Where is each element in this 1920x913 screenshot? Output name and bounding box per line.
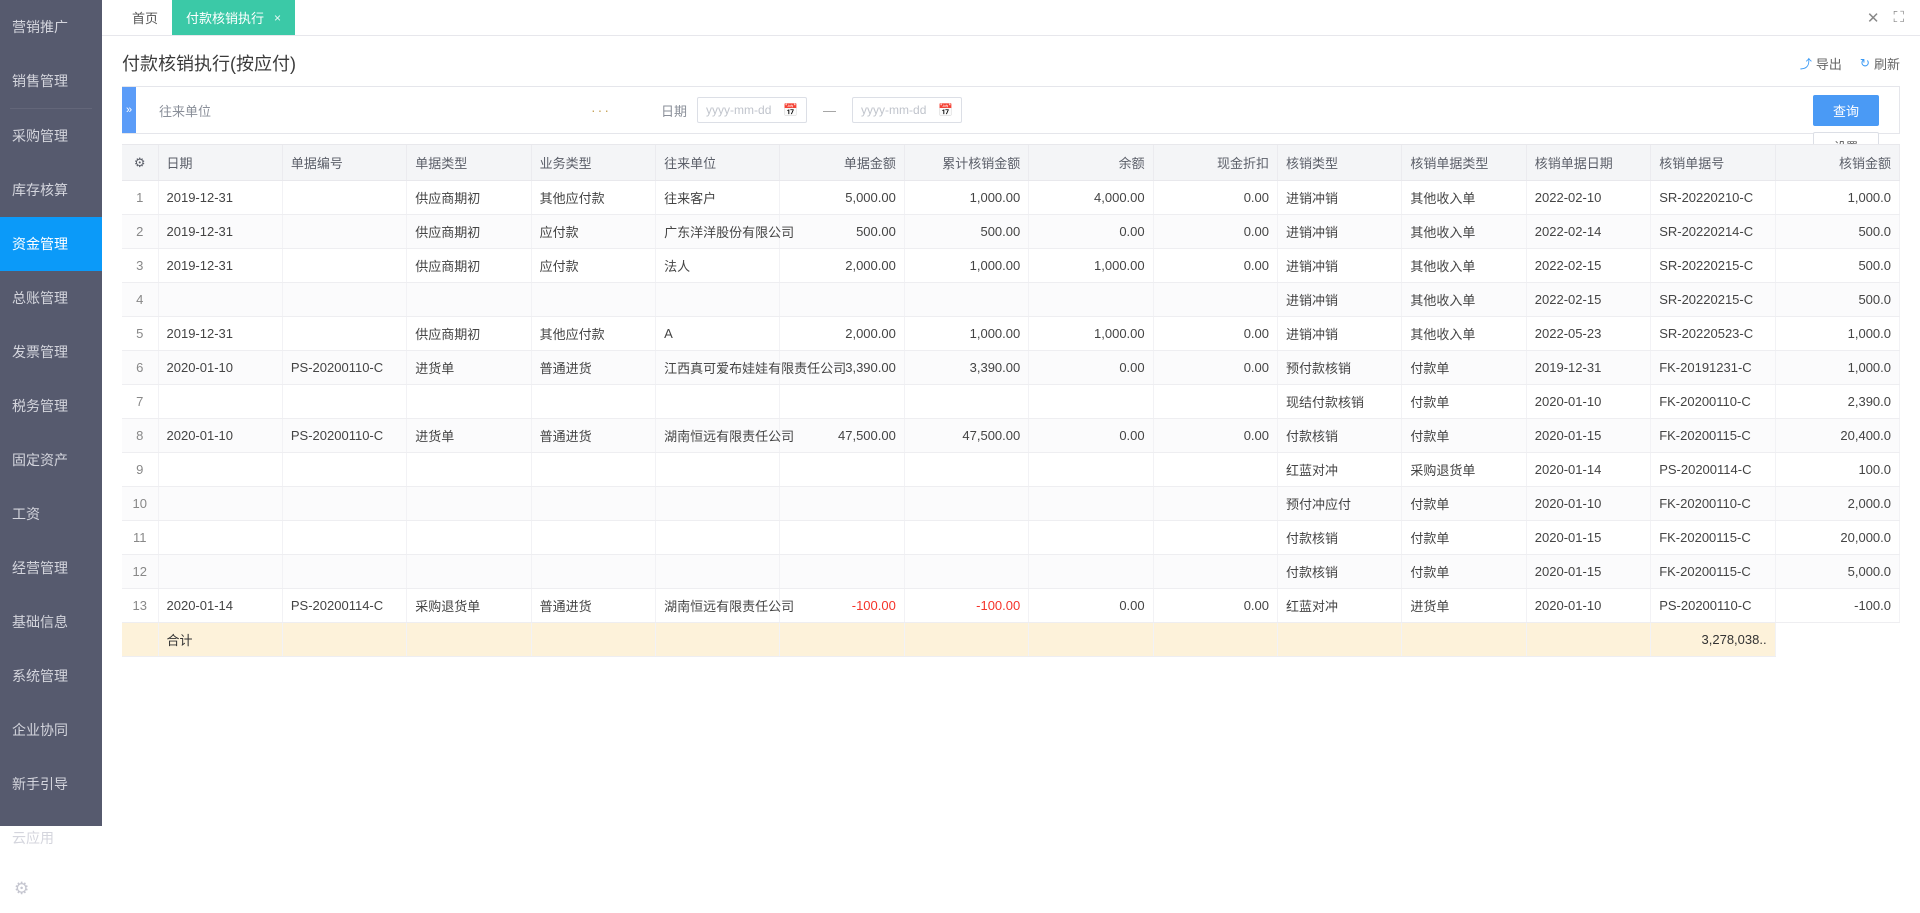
sidebar-item-8[interactable]: 固定资产 bbox=[0, 433, 102, 487]
doc-number-link[interactable]: PS-20200110-C bbox=[1659, 598, 1751, 613]
more-options-icon[interactable]: ··· bbox=[591, 102, 611, 118]
doc-number-link[interactable]: PS-20200114-C bbox=[1659, 462, 1751, 477]
calendar-icon-from[interactable]: 📅 bbox=[783, 103, 798, 117]
date-filter-group: 日期 yyyy-mm-dd 📅 — yyyy-mm-dd 📅 bbox=[661, 97, 962, 123]
col-header-verifydate[interactable]: 核销单据日期 bbox=[1526, 145, 1650, 181]
sidebar-item-0[interactable]: 营销推广 bbox=[0, 0, 102, 54]
sidebar-item-1[interactable]: 销售管理 bbox=[0, 54, 102, 108]
table-row[interactable]: 6 2020-01-10 PS-20200110-C 进货单 普通进货 江西真可爱布娃娃有… bbox=[122, 351, 1900, 385]
doc-number-link[interactable]: FK-20200115-C bbox=[1659, 564, 1751, 579]
table-header-row: ⚙ 日期 单据编号 单据类型 业务类型 往来单位 单据金额 累计核销金额 余额 … bbox=[122, 145, 1900, 181]
doc-number-link[interactable]: FK-20200115-C bbox=[1659, 530, 1751, 545]
table-row[interactable]: 2 2019-12-31 供应商期初 应付款 广东洋洋股份有限公司 500.00 500.0… bbox=[122, 215, 1900, 249]
doc-number-link[interactable]: SR-20220210-C bbox=[1659, 190, 1753, 205]
sidebar-item-6[interactable]: 发票管理 bbox=[0, 325, 102, 379]
refresh-button[interactable]: ↻ 刷新 bbox=[1860, 54, 1900, 73]
table-row[interactable]: 13 2020-01-14 PS-20200114-C 采购退货单 普通进货 湖南恒远有限… bbox=[122, 589, 1900, 623]
tab-close-icon[interactable]: × bbox=[274, 11, 281, 25]
table-row[interactable]: 11 付款核销 付款单 2020-01-15 FK-20200115-C 20,000.0 bbox=[122, 521, 1900, 555]
party-filter-group: 往来单位 bbox=[159, 101, 451, 120]
sidebar-item-3[interactable]: 库存核算 bbox=[0, 163, 102, 217]
doc-number-link[interactable]: FK-20191231-C bbox=[1659, 360, 1752, 375]
col-header-verifyno[interactable]: 核销单据号 bbox=[1651, 145, 1775, 181]
doc-number-link[interactable]: PS-20200110-C bbox=[291, 360, 383, 375]
party-input[interactable] bbox=[221, 103, 451, 118]
tabbar-close-icon[interactable]: ✕ bbox=[1867, 9, 1880, 27]
doc-number-link[interactable]: SR-20220215-C bbox=[1659, 258, 1753, 273]
col-header-party[interactable]: 往来单位 bbox=[656, 145, 780, 181]
doc-number-link[interactable]: FK-20200115-C bbox=[1659, 428, 1751, 443]
col-header-check[interactable]: ⚙ bbox=[122, 145, 158, 181]
doc-number-link[interactable]: FK-20200110-C bbox=[1659, 394, 1751, 409]
table-row[interactable]: 5 2019-12-31 供应商期初 其他应付款 A 2,000.00 1,000.00 1,… bbox=[122, 317, 1900, 351]
table-total-row: 合计 3,278,038.. bbox=[122, 623, 1900, 657]
refresh-icon: ↻ bbox=[1860, 56, 1870, 70]
payment-verification-table: ⚙ 日期 单据编号 单据类型 业务类型 往来单位 单据金额 累计核销金额 余额 … bbox=[122, 145, 1900, 657]
table-row[interactable]: 1 2019-12-31 供应商期初 其他应付款 往来客户 5,000.00 1,000.0… bbox=[122, 181, 1900, 215]
doc-number-link[interactable]: SR-20220215-C bbox=[1659, 292, 1753, 307]
sidebar-items-container: 营销推广 销售管理 采购管理 库存核算 资金管理 总账管理 发票管理 税务管理 … bbox=[0, 0, 102, 865]
main-content: 首页 付款核销执行 × ✕ ⛶ 付款核销执行(按应付) ⤴ 导出 ↻ 刷新 » … bbox=[102, 0, 1920, 826]
data-table-container[interactable]: ⚙ 日期 单据编号 单据类型 业务类型 往来单位 单据金额 累计核销金额 余额 … bbox=[122, 144, 1900, 826]
col-header-biztype[interactable]: 业务类型 bbox=[531, 145, 655, 181]
main-sidebar: 营销推广 销售管理 采购管理 库存核算 资金管理 总账管理 发票管理 税务管理 … bbox=[0, 0, 102, 826]
date-from-input[interactable]: yyyy-mm-dd 📅 bbox=[697, 97, 807, 123]
col-header-cumamount[interactable]: 累计核销金额 bbox=[904, 145, 1028, 181]
filter-panel: » 往来单位 ··· 日期 yyyy-mm-dd 📅 — yyyy-mm-dd … bbox=[122, 86, 1900, 134]
sidebar-item-5[interactable]: 总账管理 bbox=[0, 271, 102, 325]
sidebar-item-11[interactable]: 基础信息 bbox=[0, 595, 102, 649]
settings-gear-icon[interactable]: ⚙ bbox=[0, 865, 102, 913]
doc-number-link[interactable]: PS-20200114-C bbox=[291, 598, 383, 613]
tab-bar: 首页 付款核销执行 × ✕ ⛶ bbox=[102, 0, 1920, 36]
sidebar-item-2[interactable]: 采购管理 bbox=[0, 109, 102, 163]
table-row[interactable]: 4 进销冲销 其他收入单 2022-02-15 SR-20220215-C 500.0 bbox=[122, 283, 1900, 317]
tab-home[interactable]: 首页 bbox=[118, 8, 172, 27]
total-value: 3,278,038.. bbox=[1651, 623, 1775, 657]
sidebar-item-4[interactable]: 资金管理 bbox=[0, 217, 102, 271]
col-header-docamount[interactable]: 单据金额 bbox=[780, 145, 904, 181]
table-row[interactable]: 3 2019-12-31 供应商期初 应付款 法人 2,000.00 1,000.00 1,0… bbox=[122, 249, 1900, 283]
doc-number-link[interactable]: SR-20220214-C bbox=[1659, 224, 1753, 239]
query-button[interactable]: 查询 bbox=[1813, 95, 1879, 126]
page-actions: ⤴ 导出 ↻ 刷新 bbox=[1800, 54, 1900, 73]
doc-number-link[interactable]: SR-20220523-C bbox=[1659, 326, 1753, 341]
table-row[interactable]: 8 2020-01-10 PS-20200110-C 进货单 普通进货 湖南恒远有限责任公… bbox=[122, 419, 1900, 453]
sidebar-item-13[interactable]: 企业协同 bbox=[0, 703, 102, 757]
date-to-input[interactable]: yyyy-mm-dd 📅 bbox=[852, 97, 962, 123]
total-label: 合计 bbox=[158, 623, 282, 657]
filter-collapse-toggle[interactable]: » bbox=[122, 87, 136, 133]
table-row[interactable]: 10 预付冲应付 付款单 2020-01-10 FK-20200110-C 2,000.0 bbox=[122, 487, 1900, 521]
col-header-cashdiscount[interactable]: 现金折扣 bbox=[1153, 145, 1277, 181]
sidebar-item-12[interactable]: 系统管理 bbox=[0, 649, 102, 703]
tabbar-right-icons: ✕ ⛶ bbox=[1867, 9, 1920, 27]
col-header-verifyamount[interactable]: 核销金额 bbox=[1775, 145, 1899, 181]
col-header-verifydoctype[interactable]: 核销单据类型 bbox=[1402, 145, 1526, 181]
calendar-icon-to[interactable]: 📅 bbox=[938, 103, 953, 117]
col-header-doctype[interactable]: 单据类型 bbox=[407, 145, 531, 181]
page-header: 付款核销执行(按应付) ⤴ 导出 ↻ 刷新 bbox=[102, 36, 1920, 86]
col-header-balance[interactable]: 余额 bbox=[1029, 145, 1153, 181]
date-range-separator: — bbox=[823, 103, 836, 118]
export-icon: ⤴ bbox=[1800, 55, 1812, 72]
export-button[interactable]: ⤴ 导出 bbox=[1800, 54, 1842, 73]
table-body: 1 2019-12-31 供应商期初 其他应付款 往来客户 5,000.00 1,000.0… bbox=[122, 181, 1900, 657]
col-header-verifytype[interactable]: 核销类型 bbox=[1278, 145, 1402, 181]
sidebar-item-10[interactable]: 经营管理 bbox=[0, 541, 102, 595]
table-row[interactable]: 12 付款核销 付款单 2020-01-15 FK-20200115-C 5,000.0 bbox=[122, 555, 1900, 589]
sidebar-item-14[interactable]: 新手引导 bbox=[0, 757, 102, 811]
col-header-date[interactable]: 日期 bbox=[158, 145, 282, 181]
table-row[interactable]: 7 现结付款核销 付款单 2020-01-10 FK-20200110-C 2,390.0 bbox=[122, 385, 1900, 419]
tab-active-payment-verification[interactable]: 付款核销执行 × bbox=[172, 0, 295, 35]
tabbar-fullscreen-icon[interactable]: ⛶ bbox=[1893, 9, 1904, 26]
doc-number-link[interactable]: PS-20200110-C bbox=[291, 428, 383, 443]
table-row[interactable]: 9 红蓝对冲 采购退货单 2020-01-14 PS-20200114-C 100.0 bbox=[122, 453, 1900, 487]
col-header-docno[interactable]: 单据编号 bbox=[282, 145, 406, 181]
doc-number-link[interactable]: FK-20200110-C bbox=[1659, 496, 1751, 511]
sidebar-item-7[interactable]: 税务管理 bbox=[0, 379, 102, 433]
sidebar-item-15[interactable]: 云应用 bbox=[0, 811, 102, 865]
page-title: 付款核销执行(按应付) bbox=[122, 50, 296, 76]
sidebar-item-9[interactable]: 工资 bbox=[0, 487, 102, 541]
